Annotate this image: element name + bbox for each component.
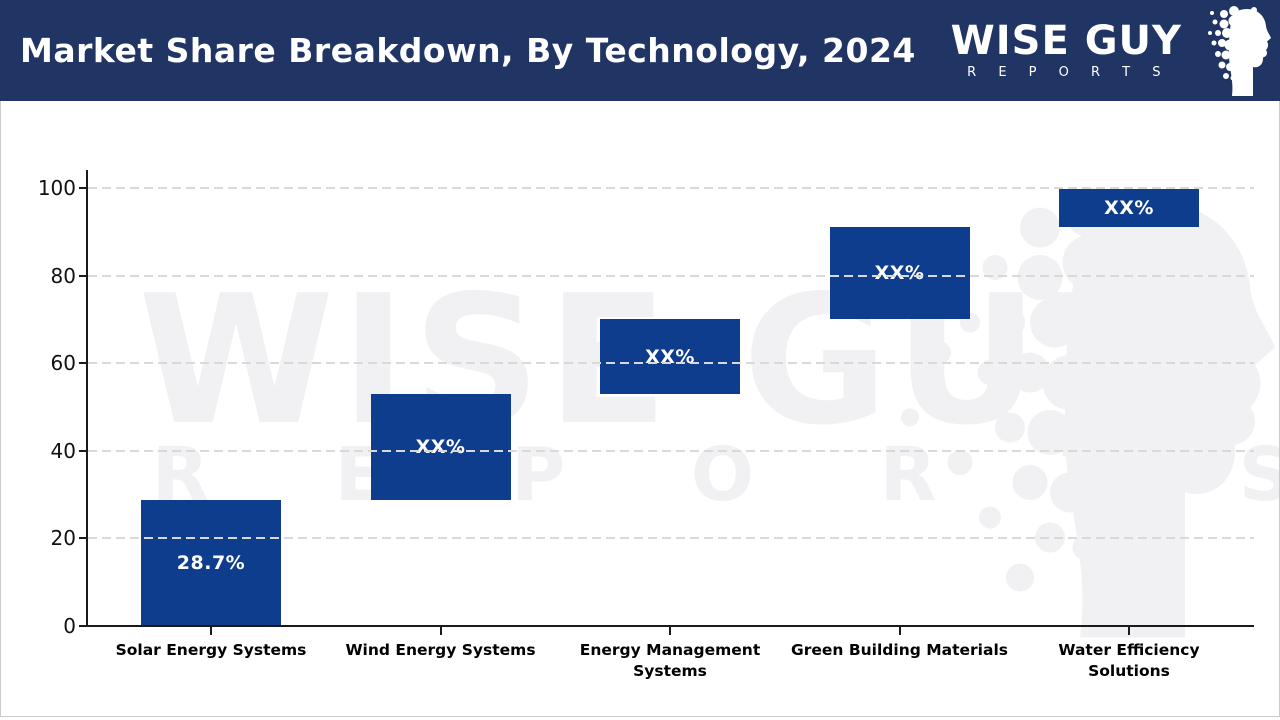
- gridline-y-100: [88, 187, 1254, 189]
- bar-label: XX%: [415, 436, 466, 459]
- logo-wordmark: WISE GUY: [950, 18, 1182, 64]
- y-tick-mark: [79, 187, 87, 189]
- bar-3: XX%: [600, 319, 740, 394]
- y-tick-label: 60: [50, 351, 76, 376]
- wiseguy-logo: WISE GUY R E P O R T S: [951, 0, 1272, 101]
- bar-label: XX%: [874, 261, 925, 284]
- y-tick-mark: [79, 449, 87, 452]
- logo-text: WISE GUY R E P O R T S: [951, 21, 1182, 80]
- bar-2: XX%: [370, 393, 511, 501]
- gridline-y-80: [88, 274, 1254, 277]
- gridline-y-40: [88, 449, 1254, 452]
- y-tick-mark: [79, 362, 87, 365]
- x-tick-mark: [898, 627, 901, 635]
- gridline-y-60: [88, 362, 1254, 365]
- y-tick-label: 100: [37, 176, 76, 200]
- gridline-y-20: [88, 537, 1254, 540]
- y-tick-mark: [79, 625, 87, 627]
- x-tick-label: Solar Energy Systems: [115, 641, 307, 659]
- bar-5: XX%: [1059, 189, 1199, 227]
- x-tick-mark: [439, 627, 442, 635]
- x-tick-label: Wind Energy Systems: [345, 641, 536, 659]
- bar-label: XX%: [1104, 196, 1154, 219]
- x-tick-label: Energy Management Systems: [579, 641, 761, 680]
- x-tick-mark: [1128, 627, 1130, 635]
- y-tick-label: 0: [63, 614, 76, 638]
- x-tick-mark: [210, 627, 212, 635]
- x-axis-line: [86, 625, 1254, 627]
- x-tick-label: Water Efficiency Solutions: [1058, 641, 1200, 680]
- y-tick-label: 20: [50, 526, 76, 551]
- bar-label: XX%: [645, 345, 695, 368]
- bar-label: 28.7%: [176, 552, 246, 575]
- y-axis-line: [86, 170, 88, 627]
- x-tick-mark: [669, 627, 671, 635]
- y-tick-mark: [79, 274, 87, 277]
- bar-1: 28.7%: [141, 500, 281, 626]
- y-tick-mark: [79, 537, 87, 540]
- page-title: Market Share Breakdown, By Technology, 2…: [20, 31, 916, 70]
- bar-4: XX%: [829, 226, 970, 320]
- header-bar: Market Share Breakdown, By Technology, 2…: [0, 0, 1280, 101]
- x-tick-label: Green Building Materials: [791, 641, 1008, 659]
- wiseguy-face-icon: [1208, 5, 1271, 96]
- y-tick-label: 40: [50, 438, 76, 463]
- y-tick-label: 80: [50, 263, 76, 288]
- logo-subtitle: R E P O R T S: [967, 65, 1170, 80]
